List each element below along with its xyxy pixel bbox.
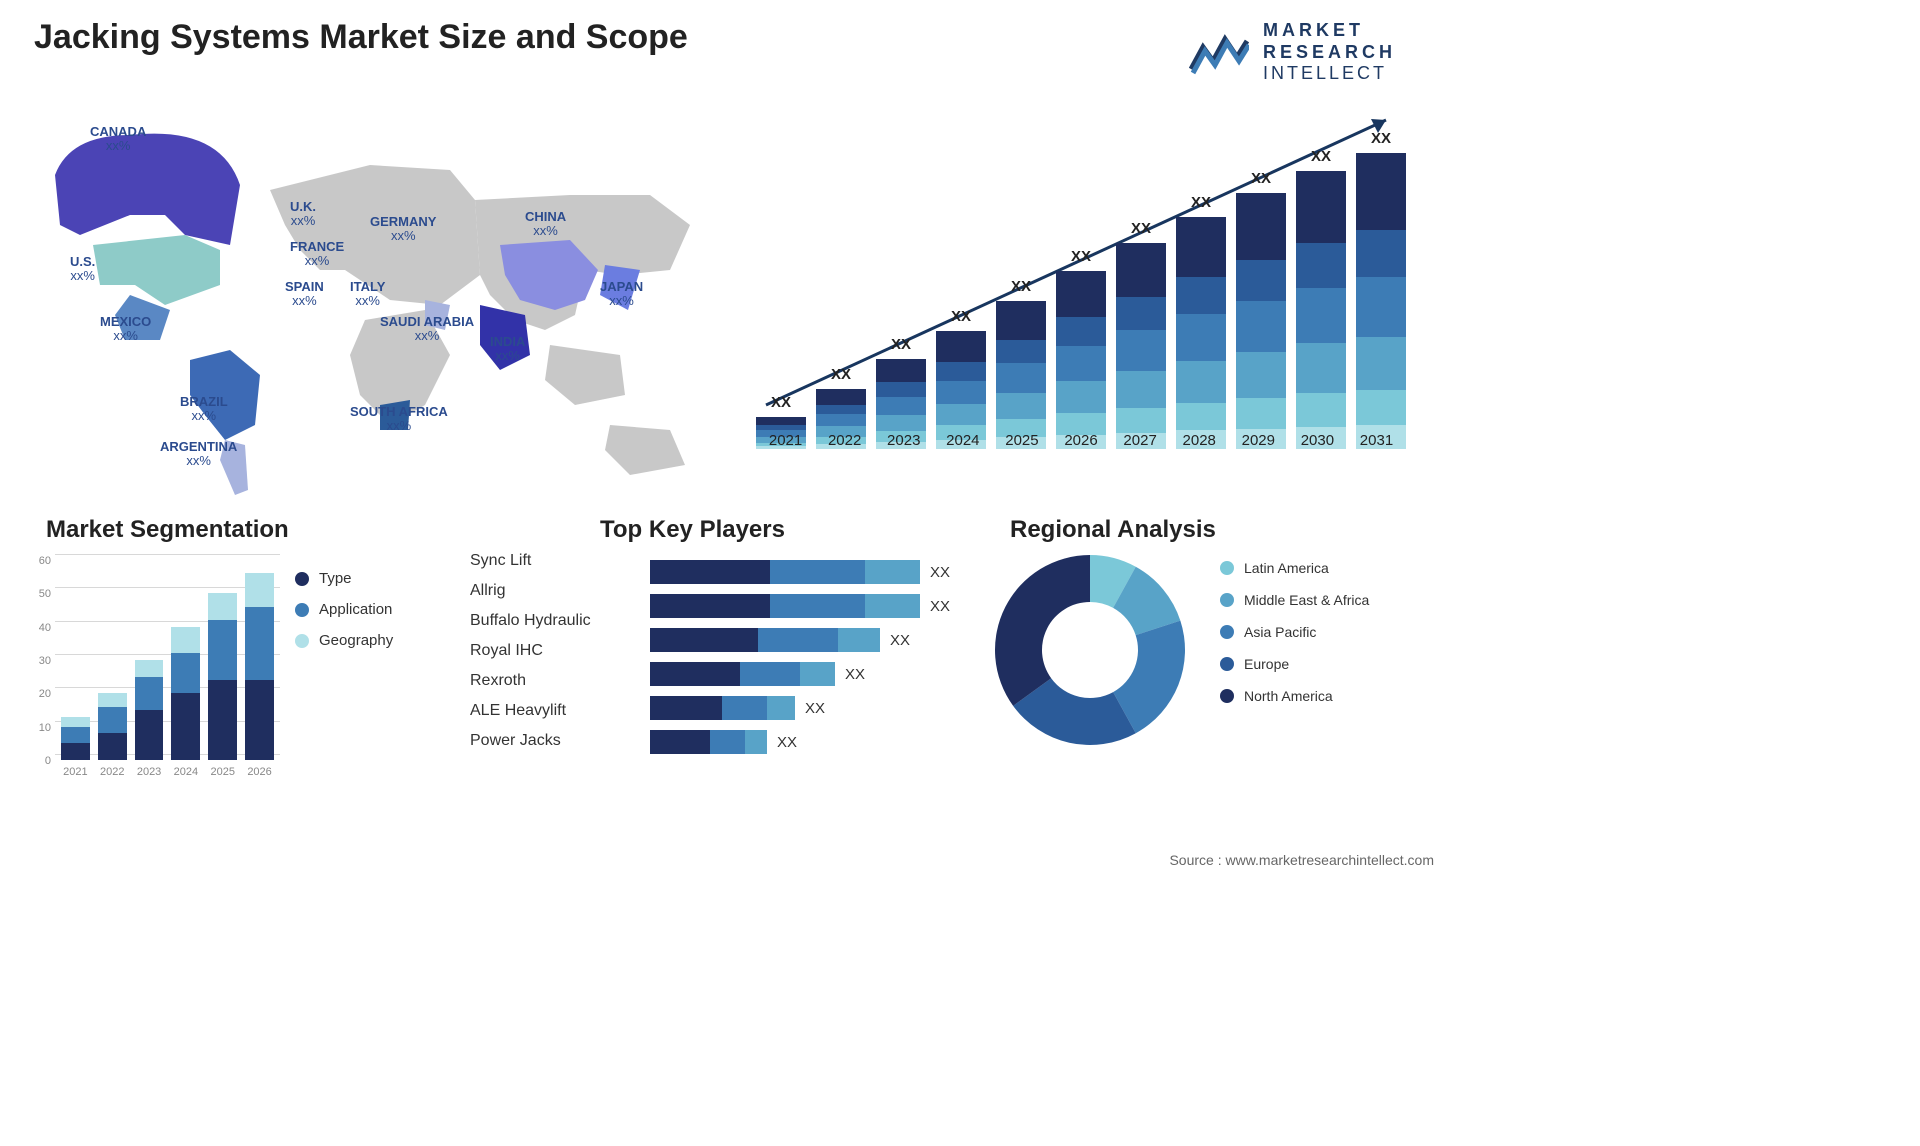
player-bar: XX [650,730,950,754]
segmentation-title: Market Segmentation [46,516,289,544]
segmentation-chart: 0102030405060 202120222023202420252026 [30,555,280,790]
map-label: BRAZILxx% [180,395,228,424]
map-label: ITALYxx% [350,280,385,309]
page-title: Jacking Systems Market Size and Scope [34,18,688,57]
map-label: SOUTH AFRICAxx% [350,405,448,434]
map-label: JAPANxx% [600,280,643,309]
map-label: SAUDI ARABIAxx% [380,315,474,344]
seg-bar [61,717,90,760]
player-name: Rexroth [470,672,591,690]
legend-item: Geography [295,632,393,649]
growth-bar: XX [996,278,1046,449]
legend-item: Application [295,601,393,618]
legend-item: Asia Pacific [1220,624,1369,640]
brand-line1: MARKET [1263,20,1396,42]
brand-logo: MARKET RESEARCH INTELLECT [1189,20,1396,85]
legend-item: Europe [1220,656,1369,672]
player-name: Power Jacks [470,732,591,750]
regional-legend: Latin America Middle East & Africa Asia Pa… [1220,560,1369,720]
map-label: SPAINxx% [285,280,324,309]
legend-item: Latin America [1220,560,1369,576]
player-bar: XX [650,628,950,652]
map-label: FRANCExx% [290,240,344,269]
source-credit: Source : www.marketresearchintellect.com [1169,852,1434,868]
map-label: GERMANYxx% [370,215,436,244]
growth-bar: XX [1056,248,1106,449]
world-map: CANADAxx% U.S.xx% MEXICOxx% BRAZILxx% ARGENT… [30,95,710,495]
growth-chart: XXXXXXXXXXXXXXXXXXXXXX 20212022202320242… [746,105,1406,475]
players-list: Sync Lift Allrig Buffalo Hydraulic Royal IH… [470,552,591,762]
player-bar: XX [650,696,950,720]
player-name: Allrig [470,582,591,600]
regional-donut [990,550,1190,750]
growth-bar: XX [1176,194,1226,449]
legend-item: North America [1220,688,1369,704]
segmentation-legend: Type Application Geography [295,570,393,663]
player-name: Buffalo Hydraulic [470,612,591,630]
map-label: INDIAxx% [490,335,525,364]
players-bars: XX XX XX XX XX XX [650,560,950,764]
map-label: CHINAxx% [525,210,566,239]
seg-bar [171,627,200,760]
player-name: Sync Lift [470,552,591,570]
seg-bar [135,660,164,760]
growth-bar: XX [1296,148,1346,449]
player-bar: XX [650,594,950,618]
players-title: Top Key Players [600,516,785,544]
legend-item: Middle East & Africa [1220,592,1369,608]
map-label: ARGENTINAxx% [160,440,237,469]
growth-bar: XX [1236,170,1286,449]
growth-bar: XX [1116,220,1166,449]
regional-title: Regional Analysis [1010,516,1216,544]
map-label: U.K.xx% [290,200,316,229]
map-label: U.S.xx% [70,255,95,284]
brand-line2: RESEARCH [1263,42,1396,64]
legend-item: Type [295,570,393,587]
player-bar: XX [650,662,950,686]
player-name: ALE Heavylift [470,702,591,720]
player-bar: XX [650,560,950,584]
brand-line3: INTELLECT [1263,63,1396,85]
map-label: CANADAxx% [90,125,146,154]
seg-bar [208,593,237,760]
player-name: Royal IHC [470,642,591,660]
seg-bar [245,573,274,760]
growth-bar: XX [936,308,986,449]
growth-bar: XX [1356,130,1406,449]
map-label: MEXICOxx% [100,315,151,344]
brand-mark-icon [1189,27,1249,77]
seg-bar [98,693,127,760]
